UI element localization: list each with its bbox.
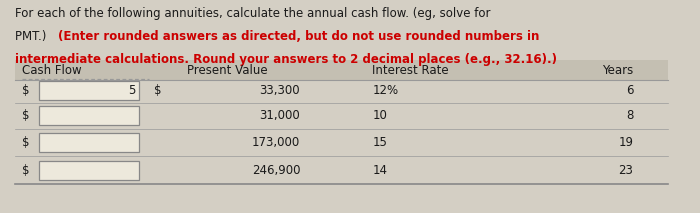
Text: Years: Years [602, 64, 634, 77]
Text: Present Value: Present Value [187, 64, 267, 77]
Text: 33,300: 33,300 [260, 84, 300, 97]
FancyBboxPatch shape [39, 81, 139, 100]
Text: 5: 5 [128, 84, 135, 97]
Text: 19: 19 [618, 136, 634, 149]
FancyBboxPatch shape [39, 161, 139, 180]
Text: 173,000: 173,000 [252, 136, 300, 149]
Text: 6: 6 [626, 84, 634, 97]
Text: PMT.): PMT.) [15, 30, 50, 43]
FancyBboxPatch shape [39, 106, 139, 125]
Text: $: $ [22, 136, 29, 149]
Text: $: $ [154, 84, 162, 97]
Text: $: $ [22, 109, 29, 122]
Text: (Enter rounded answers as directed, but do not use rounded numbers in: (Enter rounded answers as directed, but … [57, 30, 539, 43]
Text: 23: 23 [618, 164, 634, 177]
Text: $: $ [22, 84, 29, 97]
Text: $: $ [22, 164, 29, 177]
Text: 8: 8 [626, 109, 634, 122]
FancyBboxPatch shape [15, 60, 668, 80]
Text: intermediate calculations. Round your answers to 2 decimal places (e.g., 32.16).: intermediate calculations. Round your an… [15, 53, 557, 66]
Text: For each of the following annuities, calculate the annual cash flow. (eg, solve : For each of the following annuities, cal… [15, 7, 491, 20]
Text: Interest Rate: Interest Rate [372, 64, 449, 77]
FancyBboxPatch shape [39, 133, 139, 152]
Text: 14: 14 [372, 164, 387, 177]
Text: 246,900: 246,900 [252, 164, 300, 177]
Text: Cash Flow: Cash Flow [22, 64, 82, 77]
Text: 12%: 12% [372, 84, 398, 97]
Text: 15: 15 [372, 136, 387, 149]
Text: 31,000: 31,000 [260, 109, 300, 122]
Text: 10: 10 [372, 109, 387, 122]
